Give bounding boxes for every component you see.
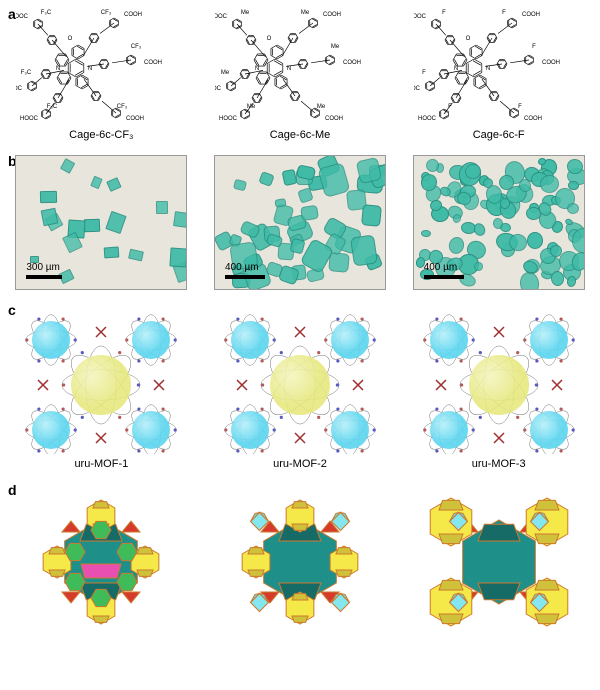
svg-text:CF₃: CF₃ bbox=[117, 104, 128, 110]
scalebar-text-2: 400 µm bbox=[424, 262, 458, 273]
svg-text:HOOC: HOOC bbox=[215, 86, 222, 92]
cryst-caption-0: uru-MOF-1 bbox=[74, 458, 128, 470]
scalebar-2: 400 µm bbox=[424, 262, 464, 279]
cryst-caption-1: uru-MOF-2 bbox=[273, 458, 327, 470]
svg-text:F₃C: F₃C bbox=[41, 10, 52, 16]
scalebar-0: 300 µm bbox=[26, 262, 62, 279]
chem-caption-1: Cage-6c-Me bbox=[270, 129, 331, 141]
svg-text:O: O bbox=[267, 36, 272, 42]
cryst-caption-2: uru-MOF-3 bbox=[472, 458, 526, 470]
row-a-label: a bbox=[8, 6, 16, 22]
svg-text:N: N bbox=[454, 66, 458, 72]
chem-structure-0: COOH COOH COOH HOOC HOOC HOOC CF₃ CF₃ CF₃ F₃C F₃C F… bbox=[16, 8, 186, 123]
svg-text:F: F bbox=[502, 10, 506, 16]
scalebar-text-0: 300 µm bbox=[26, 262, 60, 273]
svg-text:N: N bbox=[486, 66, 490, 72]
svg-text:Me: Me bbox=[331, 44, 340, 50]
svg-text:HOOC: HOOC bbox=[16, 86, 23, 92]
svg-text:COOH: COOH bbox=[325, 116, 343, 122]
cryst-structure-0 bbox=[15, 304, 187, 454]
row-c: c uru-MOF-1 uru-MOF-2 uru-MOF-3 bbox=[10, 304, 590, 470]
svg-text:HOOC: HOOC bbox=[16, 14, 29, 20]
svg-text:F₃C: F₃C bbox=[47, 104, 58, 110]
svg-text:F: F bbox=[532, 44, 536, 50]
chem-caption-2: Cage-6c-F bbox=[473, 129, 525, 141]
svg-text:COOH: COOH bbox=[323, 12, 341, 18]
svg-text:N: N bbox=[88, 66, 92, 72]
topo-panel-1 bbox=[209, 484, 392, 634]
svg-text:CF₃: CF₃ bbox=[101, 10, 112, 16]
svg-text:N: N bbox=[255, 66, 259, 72]
chem-structure-2: COOH COOH COOH HOOC HOOC HOOC F F F F F F O N N bbox=[414, 8, 584, 123]
svg-text:O: O bbox=[68, 36, 73, 42]
micrograph-0: 300 µm bbox=[15, 155, 187, 290]
chem-caption-0: Cage-6c-CF₃ bbox=[69, 129, 133, 141]
chem-panel-1: COOHCOOHCOOHHOOCHOOCHOOCMeMeMeMeMeMeONN … bbox=[209, 8, 392, 141]
topo-panel-2 bbox=[407, 484, 590, 634]
svg-text:HOOC: HOOC bbox=[219, 116, 238, 122]
scalebar-line-1 bbox=[225, 275, 265, 279]
svg-text:COOH: COOH bbox=[524, 116, 542, 122]
svg-text:COOH: COOH bbox=[124, 12, 142, 18]
chem-panel-2: COOH COOH COOH HOOC HOOC HOOC F F F F F F O N N Cage-6… bbox=[407, 8, 590, 141]
svg-text:N: N bbox=[56, 66, 60, 72]
row-a: a COOH COOH COOH HOOC HOOC HOOC CF₃ CF₃ CF₃ F₃C F₃… bbox=[10, 8, 590, 141]
chem-structure-1: COOH COOH COOH HOOC HOOC HOOC Me Me Me Me Me Me O N N bbox=[215, 8, 385, 123]
svg-text:HOOC: HOOC bbox=[418, 116, 437, 122]
topology-1 bbox=[214, 484, 386, 634]
svg-text:F₃C: F₃C bbox=[21, 70, 32, 76]
svg-text:F: F bbox=[442, 10, 446, 16]
svg-text:COOH: COOH bbox=[522, 12, 540, 18]
svg-text:CF₃: CF₃ bbox=[131, 44, 142, 50]
cryst-structure-2 bbox=[413, 304, 585, 454]
svg-text:HOOC: HOOC bbox=[215, 14, 228, 20]
micrograph-1: 400 µm bbox=[214, 155, 386, 290]
micro-panel-0: 300 µm bbox=[10, 155, 193, 290]
svg-text:Me: Me bbox=[241, 10, 250, 16]
svg-text:O: O bbox=[465, 36, 470, 42]
svg-text:COOH: COOH bbox=[144, 60, 162, 66]
cryst-panel-2: uru-MOF-3 bbox=[407, 304, 590, 470]
scalebar-line-0 bbox=[26, 275, 62, 279]
svg-text:F: F bbox=[422, 70, 426, 76]
svg-text:HOOC: HOOC bbox=[414, 86, 421, 92]
svg-text:COOH: COOH bbox=[542, 60, 560, 66]
svg-text:N: N bbox=[287, 66, 291, 72]
figure-root: a COOH COOH COOH HOOC HOOC HOOC CF₃ CF₃ CF₃ F₃C F₃… bbox=[0, 0, 600, 642]
svg-text:Me: Me bbox=[247, 104, 256, 110]
svg-text:COOH: COOH bbox=[343, 60, 361, 66]
cryst-structure-1 bbox=[214, 304, 386, 454]
svg-text:COOH: COOH bbox=[126, 116, 144, 122]
svg-text:HOOC: HOOC bbox=[20, 116, 39, 122]
svg-text:Me: Me bbox=[317, 104, 326, 110]
svg-text:HOOC: HOOC bbox=[414, 14, 427, 20]
svg-text:Me: Me bbox=[301, 10, 310, 16]
chem-panel-0: COOH COOH COOH HOOC HOOC HOOC CF₃ CF₃ CF₃ F₃C F₃C F… bbox=[10, 8, 193, 141]
row-d: d bbox=[10, 484, 590, 634]
micro-panel-2: 400 µm bbox=[407, 155, 590, 290]
svg-text:F: F bbox=[448, 104, 452, 110]
cryst-panel-1: uru-MOF-2 bbox=[209, 304, 392, 470]
topology-2 bbox=[413, 484, 585, 634]
scalebar-1: 400 µm bbox=[225, 262, 265, 279]
topology-0 bbox=[15, 484, 187, 634]
topo-panel-0 bbox=[10, 484, 193, 634]
micrograph-2: 400 µm bbox=[413, 155, 585, 290]
svg-text:Me: Me bbox=[221, 70, 230, 76]
scalebar-text-1: 400 µm bbox=[225, 262, 259, 273]
scalebar-line-2 bbox=[424, 275, 464, 279]
svg-text:F: F bbox=[518, 104, 522, 110]
micro-panel-1: 400 µm bbox=[209, 155, 392, 290]
row-b: b 300 µm 400 µm 400 µm bbox=[10, 155, 590, 290]
cryst-panel-0: uru-MOF-1 bbox=[10, 304, 193, 470]
